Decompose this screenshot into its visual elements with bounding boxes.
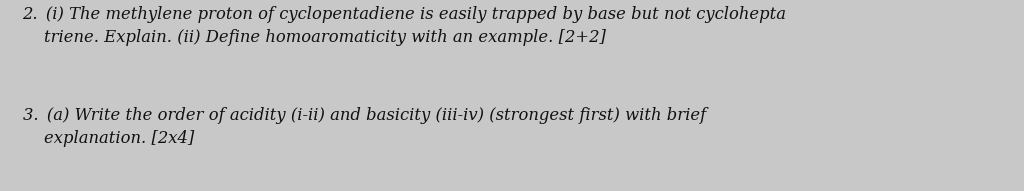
Text: 3. (a) Write the order of acidity (i-ii) and basicity (iii-iv) (strongest first): 3. (a) Write the order of acidity (i-ii)…	[23, 107, 706, 147]
Text: 2. (i) The methylene proton of cyclopentadiene is easily trapped by base but not: 2. (i) The methylene proton of cyclopent…	[23, 6, 786, 46]
